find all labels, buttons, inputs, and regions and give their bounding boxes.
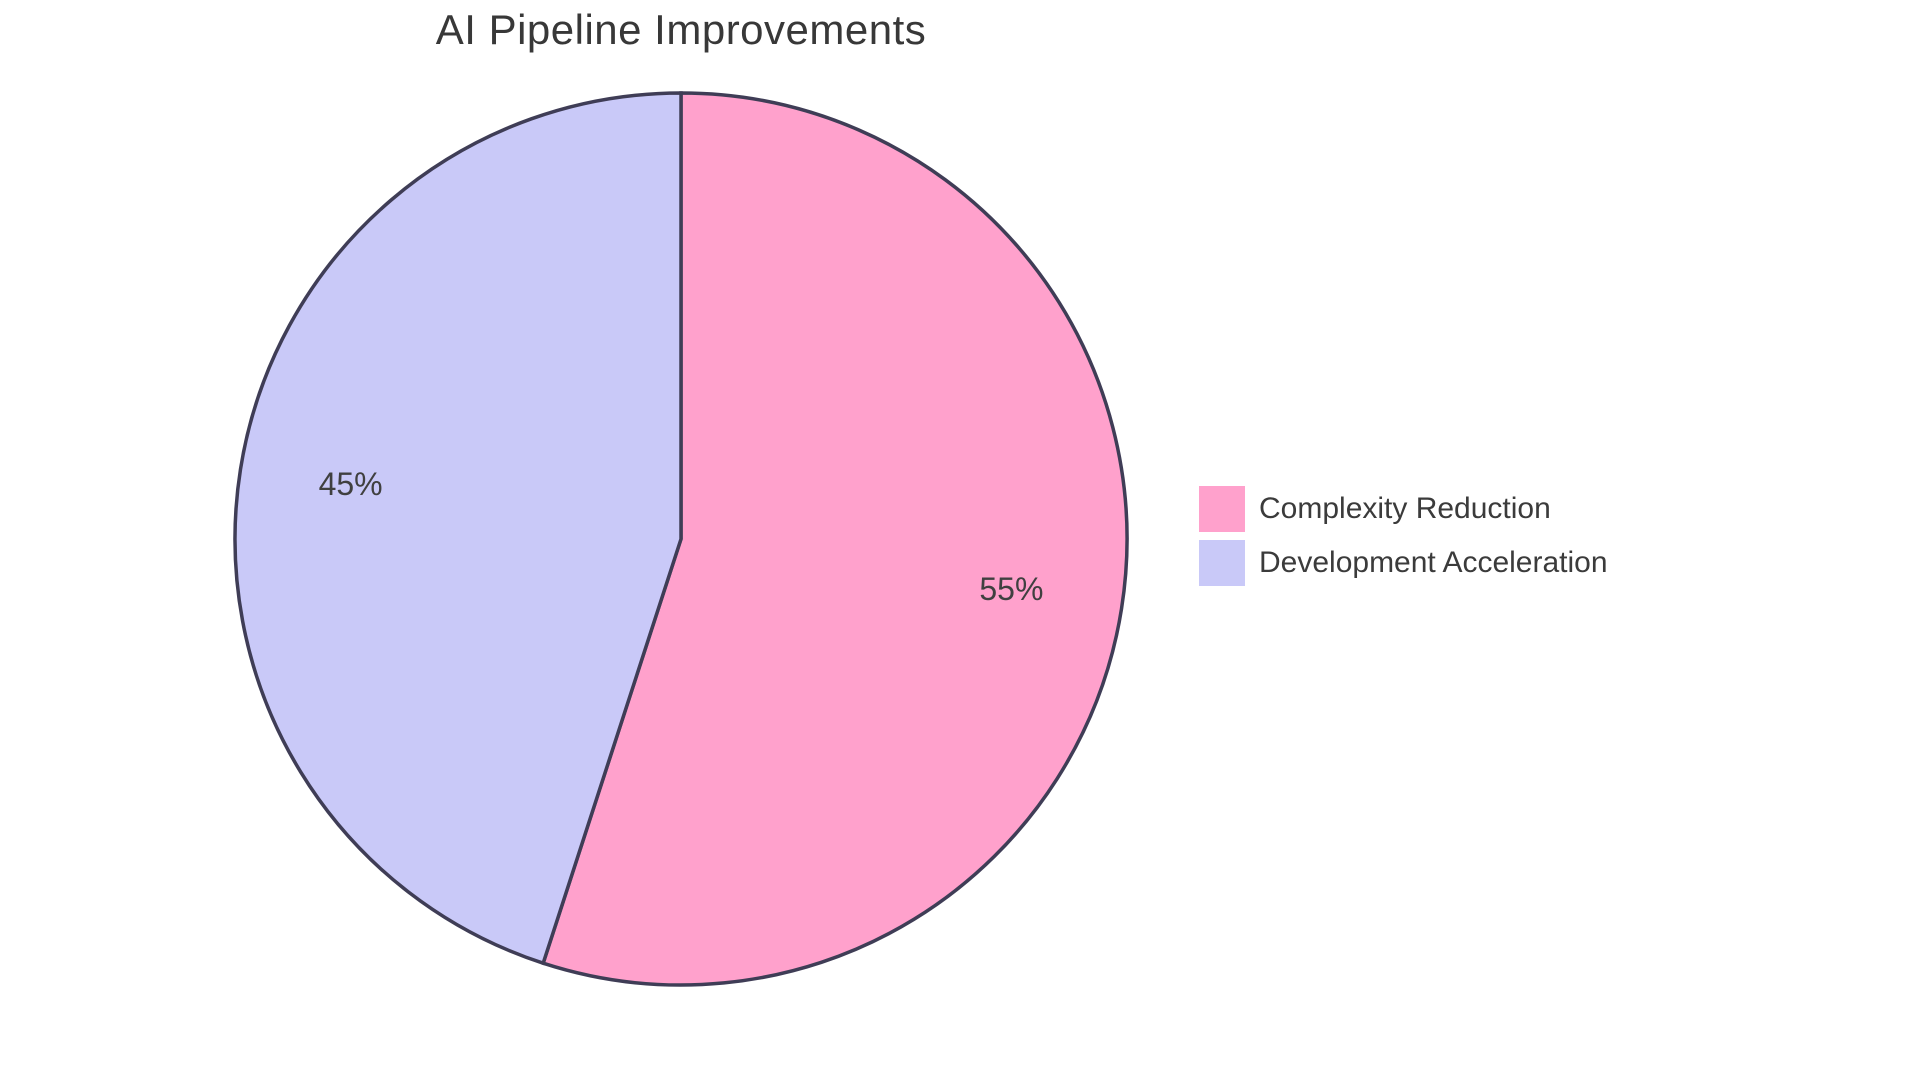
legend-item-1: Development Acceleration (1199, 540, 1608, 586)
chart-legend: Complexity Reduction Development Accelera… (1199, 486, 1608, 594)
pie-slice-percentage-1: 45% (319, 466, 383, 502)
pie-slices (233, 91, 1129, 987)
pie-slice-percentage-0: 55% (979, 571, 1043, 607)
legend-label-0: Complexity Reduction (1259, 492, 1551, 525)
pie-slice-labels: 55% 45% (319, 466, 1044, 607)
legend-swatch-0 (1199, 486, 1245, 532)
legend-swatch-1 (1199, 540, 1245, 586)
chart-title: AI Pipeline Improvements (435, 6, 927, 53)
pie-slice-1 (233, 91, 683, 966)
pie-slice-0 (540, 91, 1129, 987)
legend-label-1: Development Acceleration (1259, 546, 1608, 579)
legend-item-0: Complexity Reduction (1199, 486, 1608, 532)
